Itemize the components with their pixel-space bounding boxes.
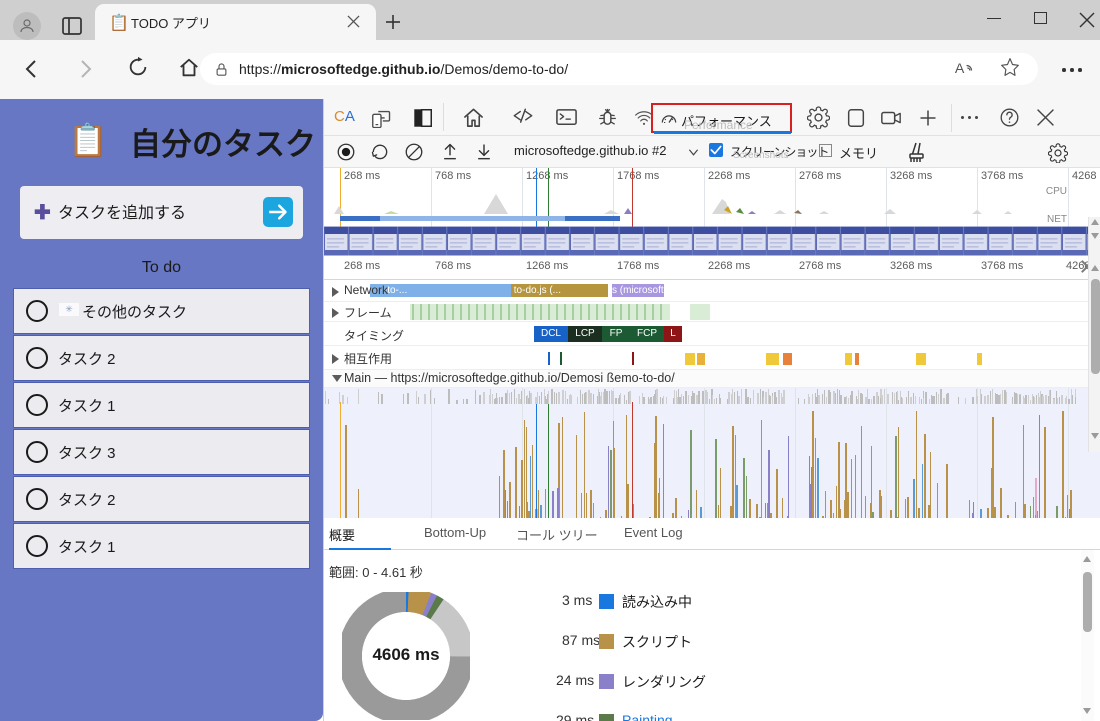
svg-text:4606 ms: 4606 ms	[372, 645, 439, 664]
svg-text:A: A	[955, 61, 965, 77]
